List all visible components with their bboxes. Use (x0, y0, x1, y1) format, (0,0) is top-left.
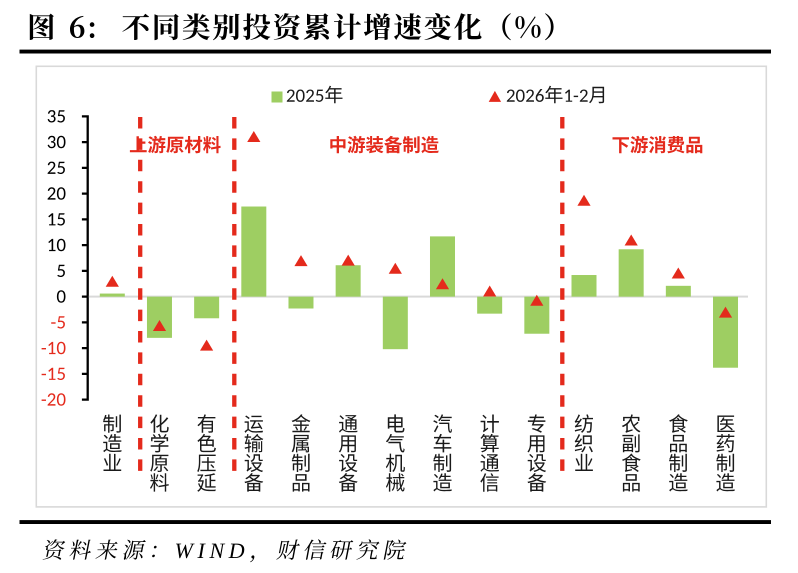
title-rule (19, 49, 771, 54)
x-label-11 (621, 414, 641, 492)
x-label-13 (716, 415, 735, 492)
legend-label-1 (506, 85, 605, 104)
group-label-0 (129, 135, 221, 154)
bar-series (99, 206, 739, 368)
source-note (42, 539, 407, 563)
figure-header (19, 13, 771, 54)
group-labels (129, 135, 703, 154)
marker-12 (671, 267, 685, 279)
y-tick-label-15 (48, 213, 65, 226)
x-label-0 (103, 414, 122, 471)
y-tick-label-30 (47, 135, 66, 149)
y-tick-label-20 (47, 187, 66, 200)
group-label-1 (330, 135, 439, 154)
y-tick-label-0 (56, 290, 66, 303)
y-axis-line (81, 115, 89, 401)
marker-2 (200, 339, 214, 351)
x-label-12 (669, 414, 688, 492)
marker-5 (341, 254, 355, 266)
bar-2 (194, 296, 220, 319)
marker-11 (624, 234, 638, 246)
legend-item-0 (271, 85, 343, 104)
marker-series (105, 131, 733, 351)
plot-border (35, 65, 768, 508)
marker-6 (388, 262, 402, 274)
legend-swatch-triangle (488, 90, 502, 102)
bar-11 (618, 249, 644, 297)
y-tick-label--15 (41, 367, 65, 380)
bar-6 (382, 296, 408, 350)
x-label-6 (385, 414, 405, 492)
x-label-3 (244, 415, 264, 492)
x-label-10 (574, 414, 593, 471)
x-label-9 (527, 414, 547, 492)
legend-label-0 (286, 85, 343, 104)
x-label-5 (338, 415, 358, 492)
legend-swatch-square (271, 91, 283, 103)
chart-area (35, 65, 768, 508)
y-tick-label-5 (57, 264, 65, 277)
x-label-7 (433, 414, 452, 492)
marker-4 (294, 255, 308, 267)
marker-3 (247, 131, 261, 142)
marker-1 (152, 320, 167, 331)
bar-1 (146, 296, 172, 338)
bar-8 (477, 296, 503, 314)
x-label-8 (480, 414, 500, 492)
footer-rule (19, 520, 771, 524)
legend (271, 85, 605, 104)
y-tick-label-35 (47, 110, 65, 123)
bar-0 (99, 293, 125, 297)
bar-5 (335, 265, 361, 297)
x-label-2 (197, 414, 216, 492)
y-tick-label--5 (51, 316, 65, 329)
marker-13 (718, 306, 733, 318)
marker-7 (435, 278, 450, 290)
bar-12 (665, 285, 691, 297)
marker-8 (483, 285, 497, 297)
x-label-1 (150, 414, 169, 492)
bar-3 (241, 206, 267, 297)
marker-10 (577, 194, 591, 206)
y-tick-label-25 (47, 161, 65, 174)
bar-4 (288, 296, 314, 309)
legend-item-1 (488, 85, 605, 104)
figure-title (29, 13, 554, 41)
x-axis-labels (103, 414, 735, 492)
group-label-2 (612, 135, 703, 154)
marker-0 (105, 275, 119, 287)
bar-10 (571, 275, 597, 297)
marker-9 (530, 294, 544, 306)
x-label-4 (291, 414, 311, 492)
y-tick-label--20 (41, 393, 66, 406)
figure-footer (19, 520, 771, 563)
y-tick-label--10 (41, 341, 66, 355)
group-separators (138, 117, 565, 478)
y-tick-label-10 (48, 238, 66, 252)
